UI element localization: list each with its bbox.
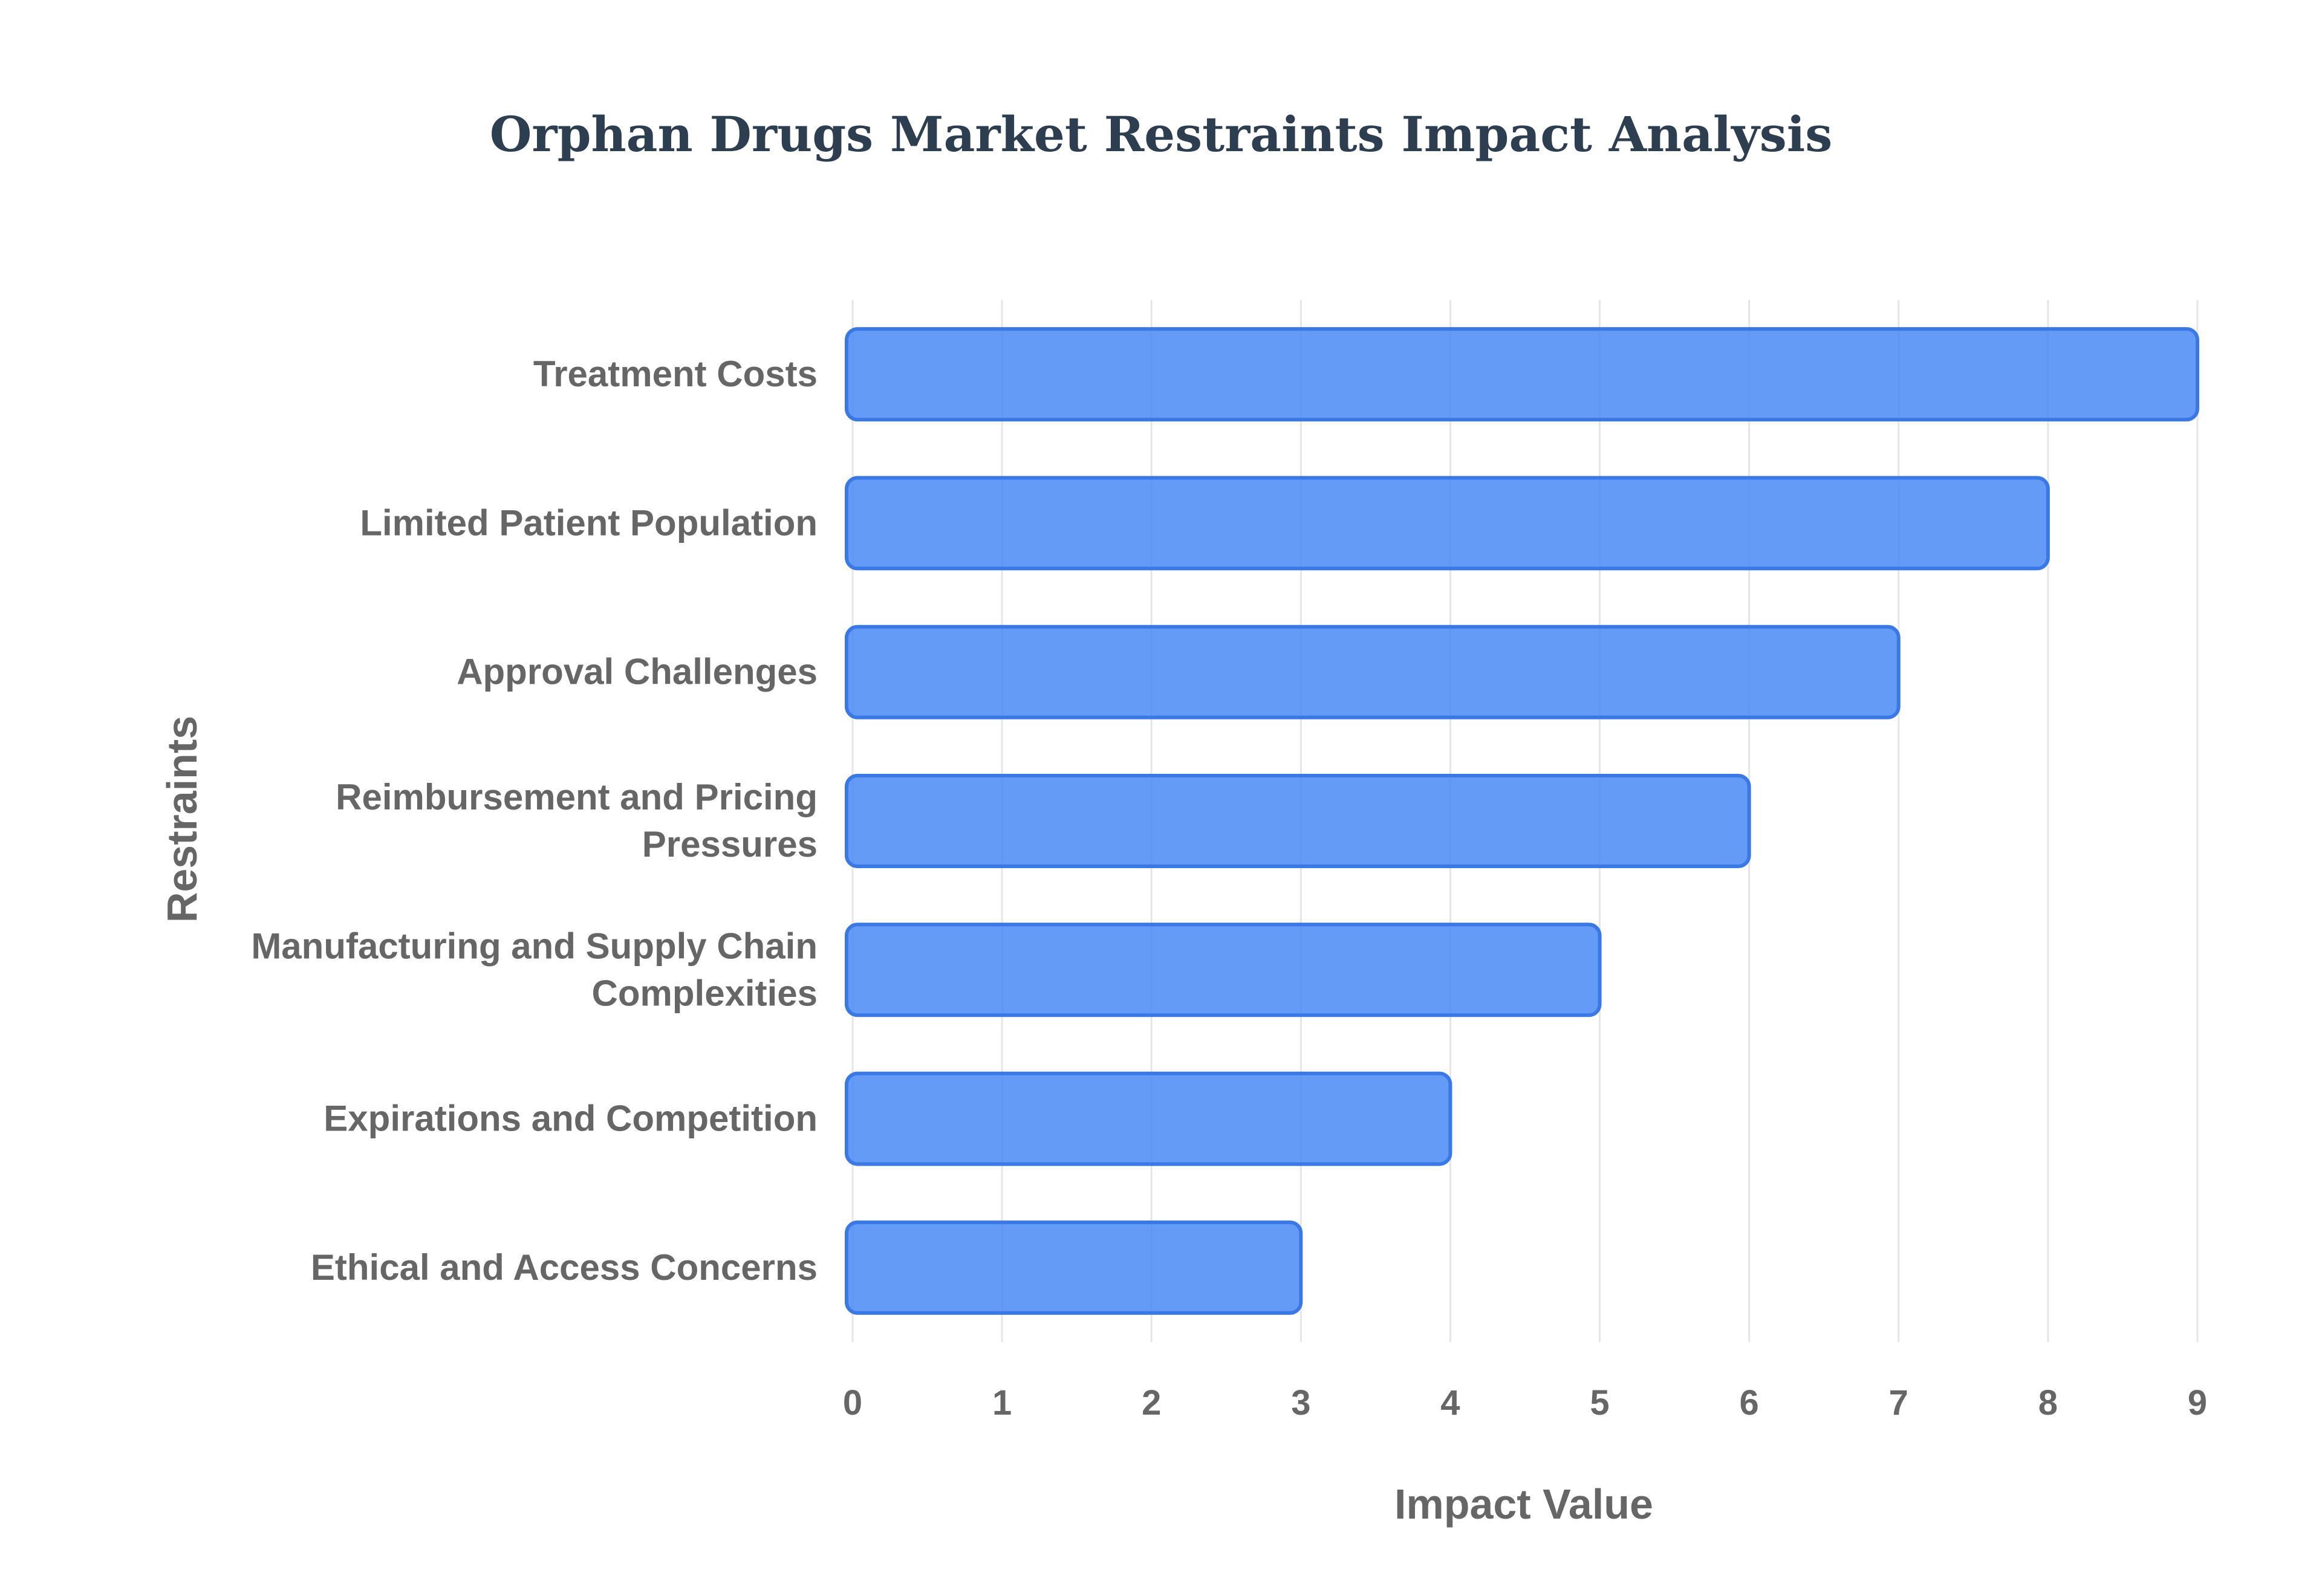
bar-5 [845,1071,1452,1166]
category-label: Treatment Costs [533,354,818,394]
category-label: Complexities [592,973,818,1013]
x-tick-label: 6 [1740,1383,1759,1422]
x-tick-label: 5 [1590,1383,1609,1422]
x-tick-label: 2 [1142,1383,1161,1422]
bar-2 [845,624,1901,719]
category-label: Reimbursement and Pricing [336,777,818,817]
bar-3 [845,774,1751,868]
category-label: Approval Challenges [457,652,818,692]
category-label: Ethical and Access Concerns [311,1247,818,1288]
bars [845,327,2199,1315]
x-tick-label: 8 [2038,1383,2058,1422]
category-labels: Treatment Costs Limited Patient Populatio… [251,354,818,1288]
x-tick-label: 7 [1889,1383,1908,1422]
category-label: Limited Patient Population [360,502,818,543]
category-label: Pressures [642,824,818,864]
x-axis-title: Impact Value [1394,1481,1653,1528]
x-tick-label: 0 [843,1383,862,1422]
x-tick-labels: 0 1 2 3 4 5 6 7 8 9 [843,1383,2207,1422]
bar-6 [845,1220,1303,1315]
chart-title: Orphan Drugs Market Restraints Impact An… [490,106,1833,163]
bar-4 [845,923,1602,1017]
bar-0 [845,327,2199,422]
x-tick-label: 4 [1440,1383,1460,1422]
category-label: Manufacturing and Supply Chain [251,926,818,966]
bar-1 [845,476,2050,571]
x-tick-label: 3 [1291,1383,1310,1422]
x-tick-label: 9 [2188,1383,2207,1422]
category-label: Expirations and Competition [324,1098,818,1139]
y-axis-title: Restraints [158,716,206,923]
x-tick-label: 1 [992,1383,1012,1422]
